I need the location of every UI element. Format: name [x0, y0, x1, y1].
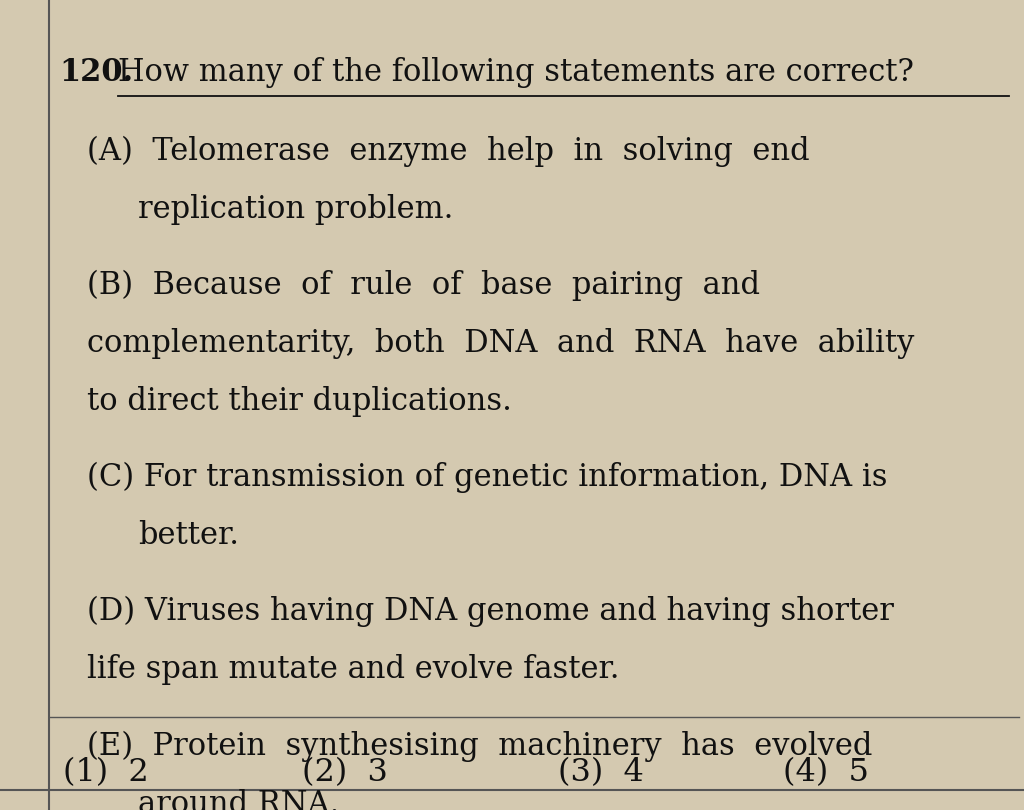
Text: (4)  5: (4) 5 [783, 757, 869, 788]
Text: around RNA.: around RNA. [138, 789, 340, 810]
Text: (E)  Protein  synthesising  machinery  has  evolved: (E) Protein synthesising machinery has e… [87, 731, 872, 761]
Text: to direct their duplications.: to direct their duplications. [87, 386, 512, 417]
Text: better.: better. [138, 520, 240, 552]
Text: 120.: 120. [59, 57, 133, 87]
Text: replication problem.: replication problem. [138, 194, 454, 224]
Text: (2)  3: (2) 3 [302, 757, 388, 788]
Text: life span mutate and evolve faster.: life span mutate and evolve faster. [87, 654, 620, 685]
Text: complementarity,  both  DNA  and  RNA  have  ability: complementarity, both DNA and RNA have a… [87, 328, 914, 359]
Text: (D) Viruses having DNA genome and having shorter: (D) Viruses having DNA genome and having… [87, 596, 894, 628]
Text: (C) For transmission of genetic information, DNA is: (C) For transmission of genetic informat… [87, 462, 888, 493]
Text: (B)  Because  of  rule  of  base  pairing  and: (B) Because of rule of base pairing and [87, 270, 760, 301]
Text: (A)  Telomerase  enzyme  help  in  solving  end: (A) Telomerase enzyme help in solving en… [87, 135, 810, 167]
Text: (3)  4: (3) 4 [558, 757, 644, 788]
Text: (1)  2: (1) 2 [63, 757, 150, 788]
Text: How many of the following statements are correct?: How many of the following statements are… [118, 57, 913, 87]
